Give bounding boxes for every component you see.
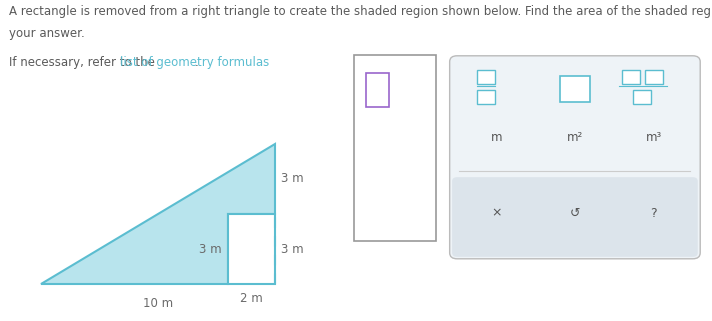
- Text: .: .: [194, 56, 198, 69]
- Polygon shape: [41, 144, 275, 284]
- Bar: [622, 70, 640, 84]
- Text: 3 m: 3 m: [281, 172, 303, 185]
- Bar: [645, 70, 664, 84]
- Bar: [477, 70, 495, 84]
- Bar: [560, 76, 590, 101]
- Text: 3 m: 3 m: [199, 243, 221, 256]
- Bar: [633, 90, 651, 104]
- Text: ×: ×: [491, 206, 501, 220]
- Text: 3 m: 3 m: [281, 243, 303, 256]
- Bar: [477, 90, 495, 104]
- Bar: [229, 214, 275, 284]
- Bar: [366, 73, 389, 107]
- FancyBboxPatch shape: [452, 177, 698, 257]
- Text: ↺: ↺: [570, 206, 580, 220]
- Text: 10 m: 10 m: [143, 297, 173, 310]
- Text: m: m: [491, 131, 502, 144]
- FancyBboxPatch shape: [450, 56, 700, 259]
- Text: 2 m: 2 m: [241, 292, 263, 305]
- Text: ?: ?: [650, 206, 657, 220]
- Text: m²: m²: [567, 131, 583, 144]
- Text: your answer.: your answer.: [9, 27, 85, 40]
- Text: list of geometry formulas: list of geometry formulas: [120, 56, 269, 69]
- Text: A rectangle is removed from a right triangle to create the shaded region shown b: A rectangle is removed from a right tria…: [9, 5, 712, 18]
- Text: If necessary, refer to the: If necessary, refer to the: [9, 56, 159, 69]
- Text: m³: m³: [645, 131, 661, 144]
